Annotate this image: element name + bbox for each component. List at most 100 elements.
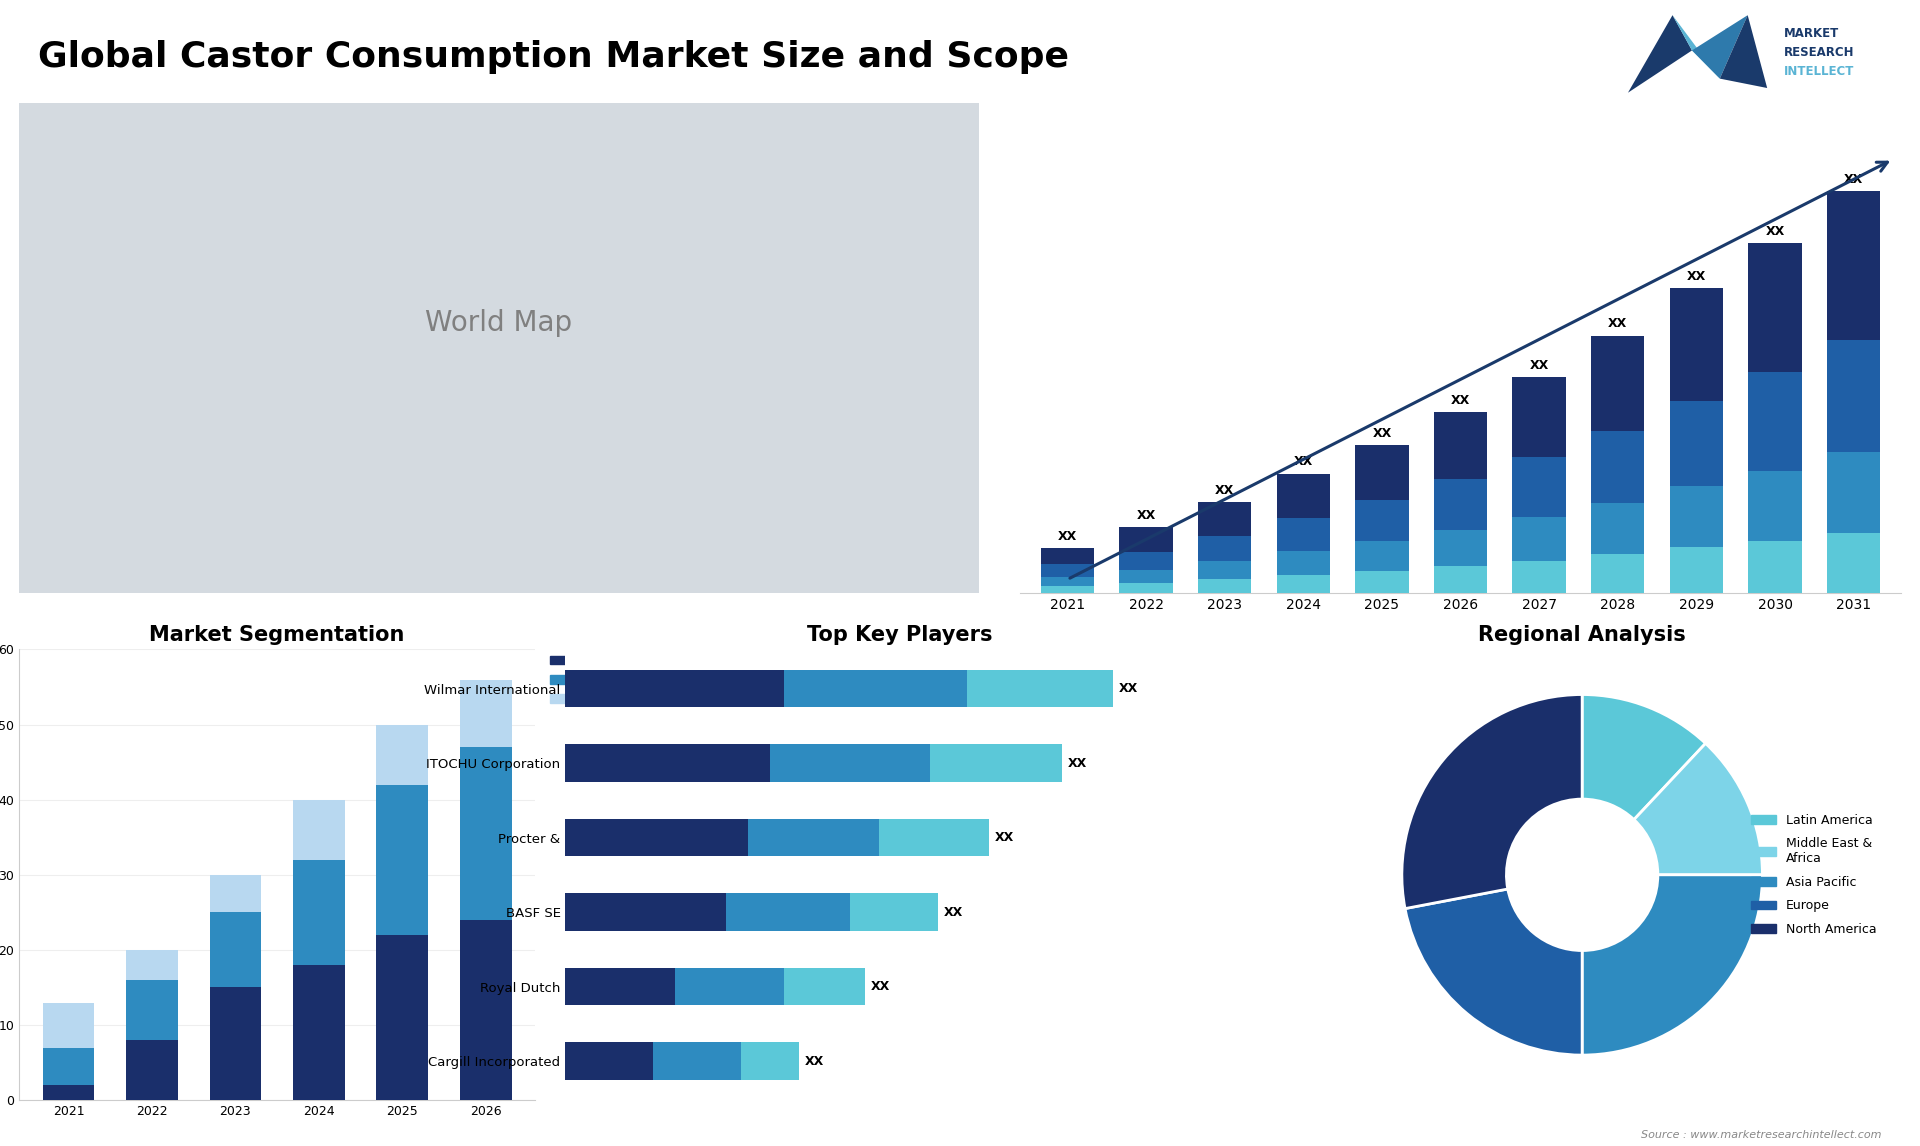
Bar [42, 1085, 94, 1100]
Bar [1749, 372, 1801, 471]
Bar [1356, 500, 1409, 541]
Bar [1434, 566, 1488, 592]
Bar [1749, 541, 1801, 592]
Bar [1434, 411, 1488, 479]
Text: XX: XX [1137, 509, 1156, 521]
Bar [1670, 486, 1722, 548]
Text: XX: XX [870, 980, 889, 994]
Bar [1434, 479, 1488, 529]
Bar [1592, 503, 1645, 555]
Bar [770, 745, 931, 782]
Wedge shape [1582, 694, 1705, 819]
Bar [42, 1047, 94, 1085]
Bar [1828, 453, 1880, 533]
Bar [566, 745, 770, 782]
Polygon shape [1720, 15, 1766, 88]
Bar [879, 819, 989, 856]
Bar [1119, 583, 1173, 592]
Polygon shape [1672, 15, 1720, 79]
Bar [209, 912, 261, 988]
Bar [1828, 533, 1880, 592]
Text: XX: XX [995, 831, 1014, 845]
Bar [1749, 243, 1801, 372]
Bar [566, 894, 726, 931]
Bar [749, 819, 879, 856]
Bar [461, 680, 511, 747]
Text: XX: XX [1119, 682, 1139, 696]
Wedge shape [1402, 694, 1582, 909]
Wedge shape [1405, 889, 1582, 1055]
Wedge shape [1582, 874, 1763, 1055]
Bar [209, 988, 261, 1100]
Bar [1041, 587, 1094, 592]
Bar [1356, 571, 1409, 592]
Bar [1119, 527, 1173, 551]
Text: XX: XX [1068, 756, 1087, 770]
Text: XX: XX [943, 905, 962, 919]
Bar [653, 1043, 741, 1080]
Text: XX: XX [1688, 270, 1707, 283]
Text: XX: XX [1530, 359, 1549, 371]
Title: Market Segmentation: Market Segmentation [150, 625, 405, 645]
Bar [1277, 575, 1331, 592]
Bar [294, 800, 346, 860]
Legend: Product, Application, Geography: Product, Application, Geography [545, 650, 660, 711]
Bar [127, 950, 179, 980]
Bar [376, 724, 428, 785]
Bar [1670, 401, 1722, 486]
Bar [785, 968, 864, 1005]
Bar [1041, 578, 1094, 587]
Bar [1592, 336, 1645, 431]
Bar [1041, 565, 1094, 578]
Bar [1592, 555, 1645, 592]
Text: World Map: World Map [426, 308, 572, 337]
Text: XX: XX [1452, 394, 1471, 407]
Polygon shape [1692, 15, 1747, 79]
Bar [1670, 548, 1722, 592]
Bar [1198, 502, 1252, 536]
Bar [209, 874, 261, 912]
Bar [785, 670, 968, 707]
Bar [931, 745, 1062, 782]
Text: RESEARCH: RESEARCH [1784, 46, 1855, 60]
Bar [1119, 551, 1173, 570]
Text: MARKET: MARKET [1784, 28, 1839, 40]
Bar [1434, 529, 1488, 566]
Text: XX: XX [1215, 485, 1235, 497]
Bar [1356, 445, 1409, 500]
Text: XX: XX [1609, 317, 1628, 330]
Text: XX: XX [1843, 173, 1862, 187]
Bar [294, 860, 346, 965]
Bar [1513, 517, 1567, 560]
Bar [1277, 551, 1331, 575]
Bar [1749, 471, 1801, 541]
Bar [968, 670, 1114, 707]
Bar [376, 785, 428, 935]
Text: XX: XX [1294, 455, 1313, 469]
Bar [1828, 191, 1880, 340]
Bar [376, 935, 428, 1100]
Bar [127, 980, 179, 1041]
Bar [566, 670, 785, 707]
Title: Top Key Players: Top Key Players [806, 625, 993, 645]
Bar [1513, 377, 1567, 457]
Legend: Latin America, Middle East &
Africa, Asia Pacific, Europe, North America: Latin America, Middle East & Africa, Asi… [1745, 809, 1882, 941]
Bar [1670, 289, 1722, 401]
Text: Source : www.marketresearchintellect.com: Source : www.marketresearchintellect.com [1642, 1130, 1882, 1140]
Text: XX: XX [1058, 529, 1077, 542]
Bar [1277, 518, 1331, 551]
Bar [42, 1003, 94, 1047]
Bar [851, 894, 937, 931]
Text: Global Castor Consumption Market Size and Scope: Global Castor Consumption Market Size an… [38, 40, 1069, 74]
Bar [1119, 570, 1173, 583]
Bar [1828, 340, 1880, 453]
Bar [1041, 548, 1094, 565]
Bar [566, 1043, 653, 1080]
Bar [1592, 431, 1645, 503]
Text: XX: XX [804, 1054, 824, 1068]
Text: XX: XX [1373, 426, 1392, 440]
Bar [726, 894, 851, 931]
Bar [1356, 541, 1409, 571]
Bar [676, 968, 785, 1005]
Bar [1277, 473, 1331, 518]
